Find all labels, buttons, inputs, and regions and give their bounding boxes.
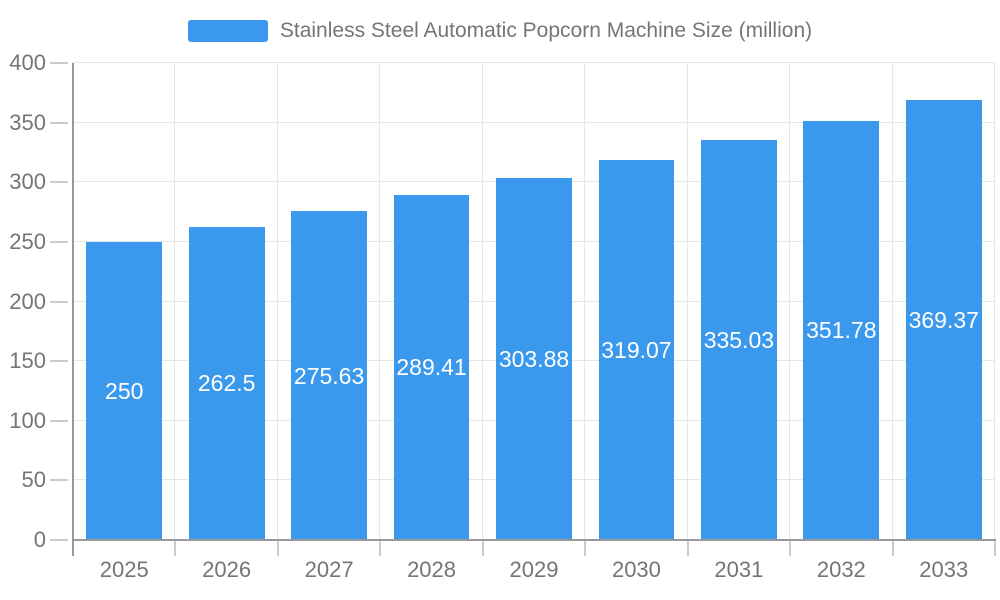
x-axis-tick bbox=[686, 540, 689, 556]
grid-line-v bbox=[481, 63, 483, 540]
x-axis-tick bbox=[584, 540, 587, 556]
y-axis-label: 250 bbox=[9, 228, 46, 254]
x-axis-tick bbox=[481, 540, 484, 556]
x-axis-label: 2030 bbox=[611, 557, 661, 582]
grid-line-v bbox=[686, 63, 688, 540]
y-axis-label: 350 bbox=[9, 109, 46, 135]
legend: Stainless Steel Automatic Popcorn Machin… bbox=[0, 19, 1000, 43]
y-axis-tick bbox=[50, 62, 68, 64]
bar-value-label: 369.37 bbox=[908, 306, 979, 333]
x-axis-label: 2029 bbox=[509, 557, 559, 582]
x-axis-tick bbox=[891, 540, 894, 556]
bar-value-label: 250 bbox=[105, 377, 144, 404]
y-axis-label: 200 bbox=[9, 288, 46, 314]
x-axis-label: 2033 bbox=[919, 557, 969, 582]
bar-value-label: 319.07 bbox=[601, 336, 672, 363]
bar-value-label: 351.78 bbox=[806, 317, 877, 344]
legend-series-label: Stainless Steel Automatic Popcorn Machin… bbox=[279, 19, 813, 42]
y-axis-tick bbox=[50, 181, 68, 184]
grid-line-v bbox=[379, 63, 381, 540]
x-axis-label: 2025 bbox=[99, 557, 149, 582]
y-axis-tick bbox=[50, 419, 68, 422]
plot-area: 0 50 100 150 200 250 300 350 400 250 2025 262.5 2026… bbox=[9, 50, 996, 582]
bar[interactable] bbox=[291, 211, 367, 540]
x-axis-line bbox=[72, 539, 996, 541]
bar[interactable] bbox=[598, 159, 675, 540]
bar[interactable] bbox=[496, 177, 572, 540]
legend-swatch bbox=[187, 20, 268, 42]
grid-line-h bbox=[73, 62, 995, 63]
bar-value-label: 303.88 bbox=[498, 345, 570, 372]
grid-line-v bbox=[174, 63, 176, 540]
bar[interactable] bbox=[188, 226, 265, 540]
grid-line-v bbox=[994, 63, 995, 540]
x-axis-tick bbox=[174, 540, 177, 556]
x-axis-label: 2032 bbox=[816, 557, 866, 582]
bar[interactable] bbox=[803, 120, 880, 540]
y-axis-label: 150 bbox=[9, 348, 46, 374]
y-axis-label: 300 bbox=[9, 169, 46, 195]
bar[interactable] bbox=[393, 194, 470, 540]
bar-value-label: 262.5 bbox=[197, 370, 256, 397]
x-axis-tick bbox=[789, 540, 792, 556]
y-axis-label: 50 bbox=[21, 467, 46, 493]
bar[interactable] bbox=[700, 140, 777, 540]
x-axis-label: 2027 bbox=[304, 557, 354, 582]
y-axis-tick bbox=[50, 479, 68, 482]
x-axis-tick bbox=[276, 540, 279, 556]
bar[interactable] bbox=[905, 99, 982, 540]
x-axis-tick bbox=[379, 540, 382, 556]
bar-value-label: 335.03 bbox=[703, 327, 775, 354]
legend-item[interactable]: Stainless Steel Automatic Popcorn Machin… bbox=[187, 19, 813, 43]
y-axis-label: 0 bbox=[33, 527, 46, 552]
bar-value-label: 275.63 bbox=[293, 362, 365, 389]
y-axis-label: 400 bbox=[9, 50, 46, 75]
grid-line-v bbox=[891, 63, 893, 540]
y-axis-line bbox=[72, 63, 74, 556]
x-axis-tick bbox=[994, 540, 996, 556]
x-axis-label: 2026 bbox=[202, 557, 252, 582]
x-axis-label: 2031 bbox=[714, 557, 764, 582]
y-axis-tick bbox=[50, 240, 68, 243]
bar-value-label: 289.41 bbox=[396, 354, 467, 381]
y-axis-tick bbox=[50, 300, 68, 303]
y-axis-tick bbox=[50, 121, 68, 124]
x-axis-label: 2028 bbox=[407, 557, 457, 582]
grid-line-v bbox=[789, 63, 791, 540]
grid-line-v bbox=[276, 63, 278, 540]
grid-line-h bbox=[73, 121, 995, 123]
grid-line-v bbox=[584, 63, 586, 540]
y-axis-tick bbox=[50, 360, 68, 363]
y-axis-tick bbox=[50, 539, 68, 541]
y-axis-label: 100 bbox=[9, 407, 46, 433]
bar[interactable] bbox=[86, 241, 163, 540]
